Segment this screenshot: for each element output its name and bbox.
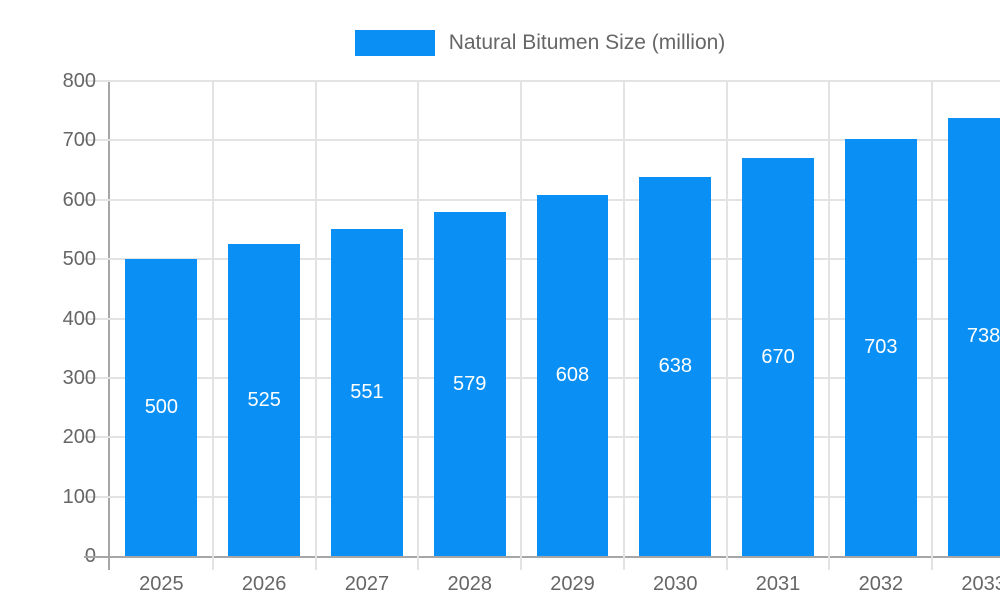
- x-axis-tick-label: 2026: [241, 573, 287, 595]
- y-axis-tick-label: 600: [62, 188, 96, 211]
- x-axis-tick-label: 2028: [447, 573, 492, 595]
- x-axis-tick-label: 2025: [139, 573, 184, 595]
- plot-area: 0100200300400500600700800500202552520265…: [63, 71, 1000, 594]
- x-axis-tick-label: 2033: [961, 573, 1000, 595]
- bar-value-label: 525: [247, 388, 281, 411]
- bar-value-label: 579: [453, 372, 487, 395]
- gridline-vertical: [931, 81, 934, 570]
- x-axis-extension: [84, 556, 108, 558]
- bar-value-label: 500: [144, 396, 179, 419]
- bar: 500: [125, 259, 198, 556]
- bar-value-label: 551: [350, 380, 384, 403]
- bar: 703: [844, 138, 917, 556]
- bar-value-label: 703: [864, 335, 898, 358]
- legend-swatch: [354, 30, 435, 56]
- bar-chart: Natural Bitumen Size (million) 010020030…: [40, 16, 1000, 600]
- y-axis-tick-label: 200: [62, 426, 96, 449]
- y-axis-tick-label: 500: [62, 248, 96, 271]
- y-axis-tick-label: 100: [62, 485, 96, 508]
- bar-value-label: 738: [966, 325, 1000, 348]
- y-axis-tick-label: 800: [62, 70, 96, 92]
- y-axis-tick-label: 300: [62, 366, 96, 389]
- gridline-horizontal: [84, 80, 1000, 82]
- x-axis-tick-label: 2029: [550, 573, 595, 595]
- bar: 608: [536, 195, 609, 556]
- gridline-vertical: [211, 81, 214, 570]
- legend-label: Natural Bitumen Size (million): [448, 31, 726, 54]
- bar: 525: [228, 244, 301, 556]
- x-axis-tick-label: 2030: [653, 573, 698, 595]
- bar: 579: [433, 212, 506, 556]
- gridline-vertical: [314, 81, 317, 570]
- x-axis-tick-label: 2032: [858, 573, 904, 595]
- y-axis-tick-label: 700: [62, 129, 96, 152]
- bar: 638: [639, 177, 712, 556]
- x-axis-tick-label: 2031: [755, 573, 801, 595]
- gridline-vertical: [417, 81, 420, 570]
- bar-value-label: 608: [555, 364, 590, 386]
- chart-legend: Natural Bitumen Size (million): [40, 30, 1000, 56]
- x-axis-tick-label: 2027: [344, 573, 390, 595]
- gridline-vertical: [828, 81, 831, 570]
- bar: 738: [947, 117, 1000, 556]
- bar-value-label: 670: [761, 345, 795, 368]
- bar-value-label: 638: [658, 355, 692, 378]
- bar: 551: [330, 228, 403, 556]
- bar: 670: [742, 158, 815, 556]
- gridline-vertical: [520, 81, 523, 570]
- y-axis-tick-label: 400: [62, 307, 96, 330]
- gridline-vertical: [725, 81, 728, 570]
- y-axis-extension: [108, 558, 110, 570]
- gridline-vertical: [622, 81, 625, 570]
